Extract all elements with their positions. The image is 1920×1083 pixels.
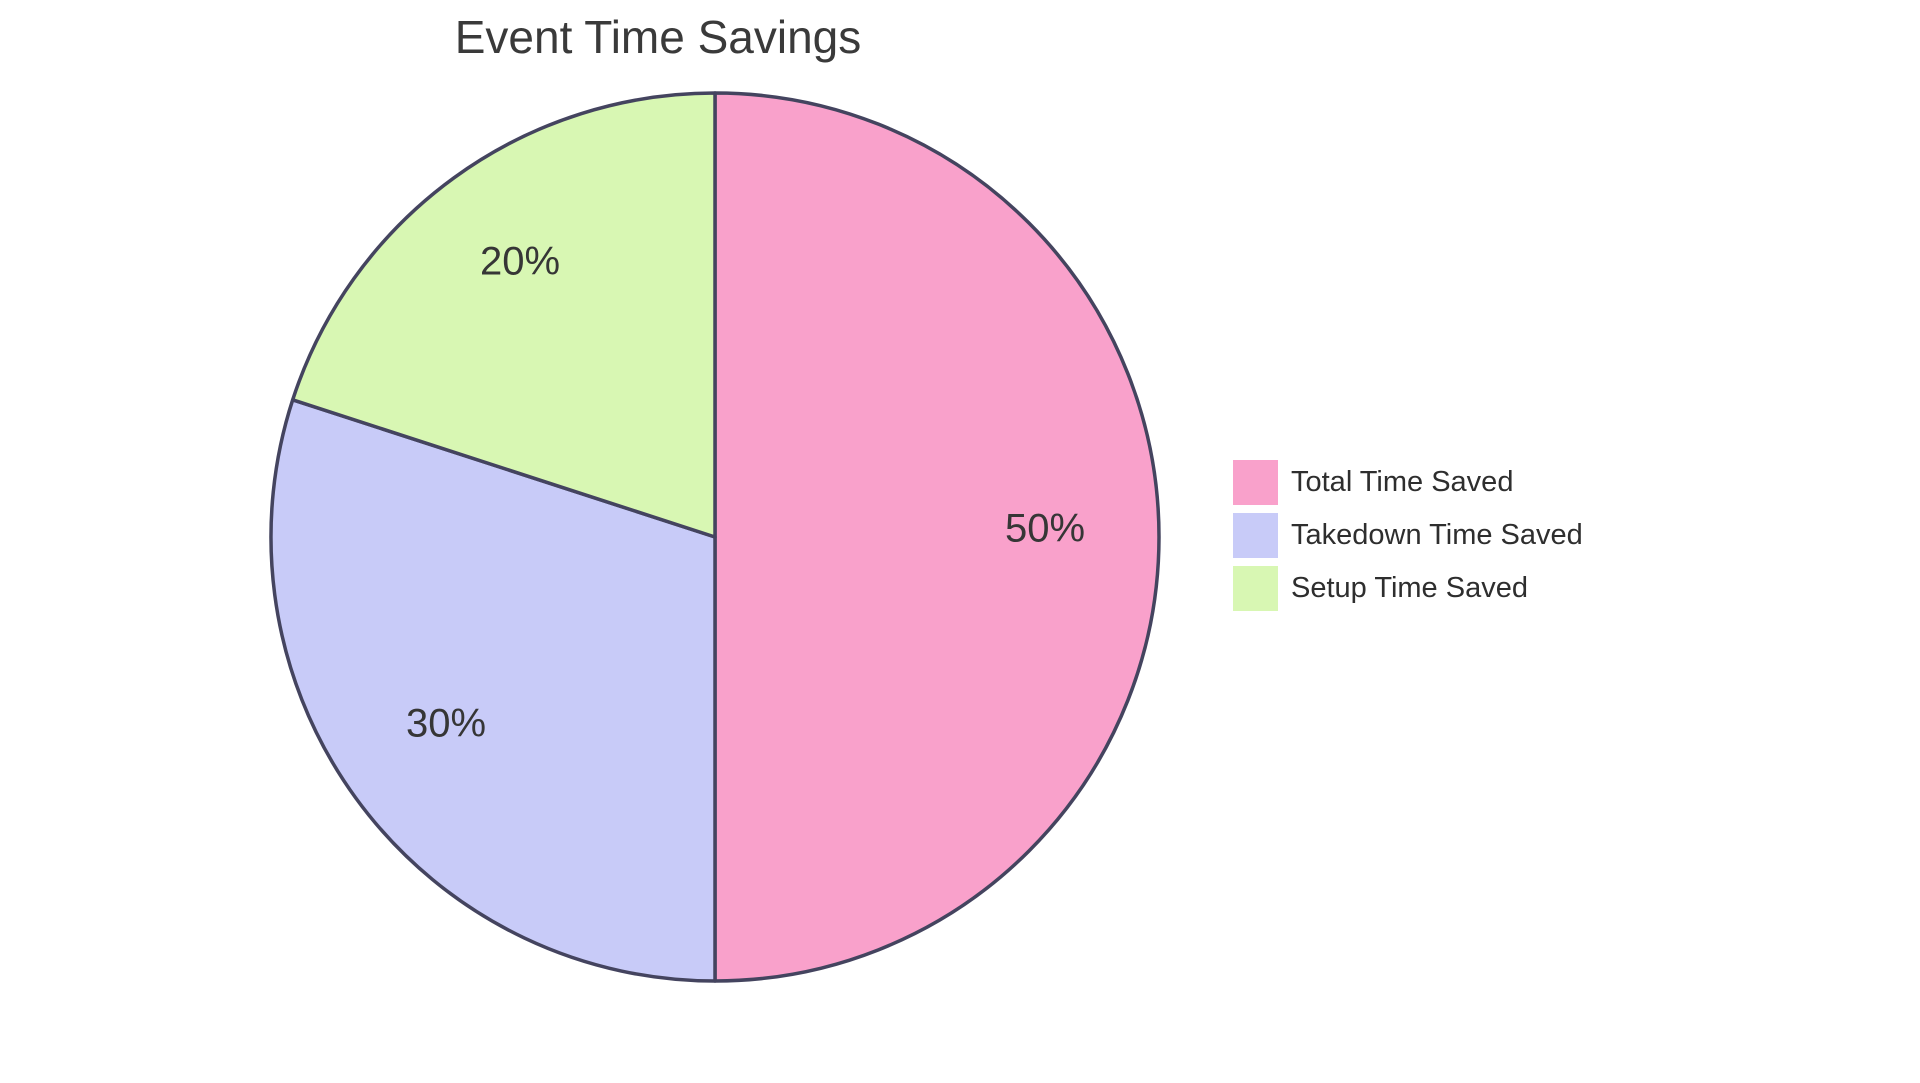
legend-swatch-takedown-time-saved-icon xyxy=(1233,513,1278,558)
legend-swatch-setup-time-saved-icon xyxy=(1233,566,1278,611)
slice-label-setup-time-saved: 20% xyxy=(479,239,561,284)
legend-label-setup-time-saved: Setup Time Saved xyxy=(1291,572,1528,604)
legend-swatch-total-time-saved-icon xyxy=(1233,460,1278,505)
legend-item-total-time-saved[interactable]: Total Time Saved xyxy=(1233,460,1583,505)
pie-slice-setup-time-saved[interactable] xyxy=(290,91,717,539)
legend-label-takedown-time-saved: Takedown Time Saved xyxy=(1291,519,1583,551)
slice-label-takedown-time-saved: 30% xyxy=(405,701,487,746)
pie-slice-takedown-time-saved[interactable] xyxy=(269,398,717,983)
pie-slice-total-time-saved[interactable] xyxy=(713,91,1161,983)
legend: Total Time Saved Takedown Time Saved Set… xyxy=(1233,460,1583,611)
legend-item-takedown-time-saved[interactable]: Takedown Time Saved xyxy=(1233,513,1583,558)
legend-label-total-time-saved: Total Time Saved xyxy=(1291,466,1514,498)
chart-title: Event Time Savings xyxy=(454,11,862,63)
slice-label-total-time-saved: 50% xyxy=(1004,506,1086,551)
legend-item-setup-time-saved[interactable]: Setup Time Saved xyxy=(1233,566,1583,611)
